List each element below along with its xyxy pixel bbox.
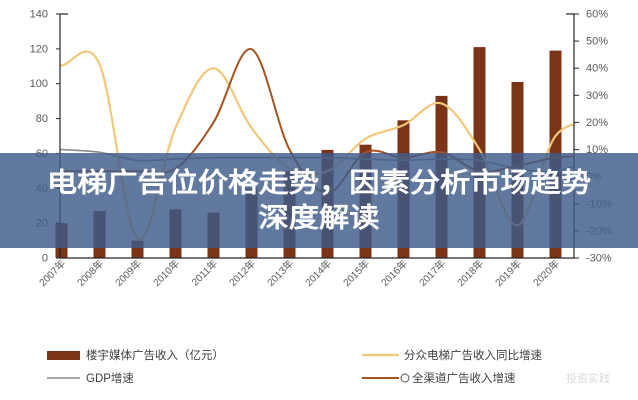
svg-text:分众电梯广告收入同比增速: 分众电梯广告收入同比增速 [404, 348, 542, 362]
svg-text:140: 140 [30, 9, 48, 21]
svg-text:GDP增速: GDP增速 [86, 371, 134, 385]
svg-text:80: 80 [36, 113, 48, 125]
svg-text:30%: 30% [586, 90, 608, 102]
svg-text:20%: 20% [586, 117, 608, 129]
svg-text:120: 120 [30, 43, 48, 55]
svg-text:-30%: -30% [586, 253, 612, 265]
svg-text:40%: 40% [586, 63, 608, 75]
svg-text:楼宇媒体广告收入（亿元）: 楼宇媒体广告收入（亿元） [86, 348, 224, 362]
svg-text:全渠道广告收入增速: 全渠道广告收入增速 [412, 371, 516, 385]
svg-text:投资实践: 投资实践 [566, 371, 610, 385]
svg-text:60%: 60% [586, 9, 608, 21]
svg-text:0: 0 [42, 253, 48, 265]
svg-text:50%: 50% [586, 36, 608, 48]
svg-text:100: 100 [30, 78, 48, 90]
